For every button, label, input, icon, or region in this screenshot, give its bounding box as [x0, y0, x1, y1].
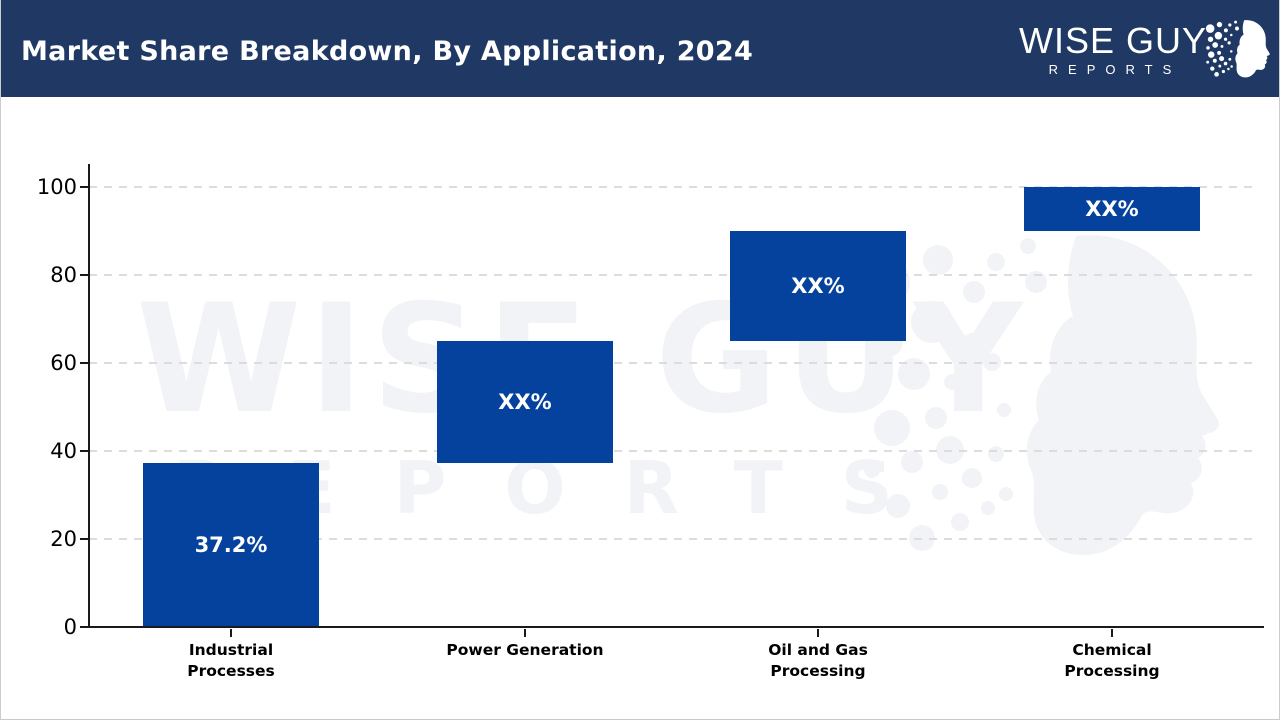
x-tick-mark: [230, 629, 232, 637]
y-tick-mark: [80, 626, 89, 628]
bar: XX%: [437, 341, 613, 464]
y-tick-mark: [80, 538, 89, 540]
bar-value-label: 37.2%: [194, 533, 268, 558]
page-title: Market Share Breakdown, By Application, …: [21, 36, 754, 67]
gridline: [89, 274, 1259, 276]
header-bar: Market Share Breakdown, By Application, …: [1, 0, 1279, 97]
y-tick-label: 40: [50, 439, 77, 463]
y-tick-mark: [80, 362, 89, 364]
logo-subtitle: REPORTS: [1048, 61, 1182, 77]
bar-value-label: XX%: [791, 274, 845, 298]
y-tick-mark: [80, 450, 89, 452]
y-tick-label: 60: [50, 351, 77, 375]
y-tick-mark: [80, 274, 89, 276]
x-category-label: Chemical Processing: [1064, 641, 1160, 680]
x-tick-mark: [817, 629, 819, 637]
bar: XX%: [730, 231, 906, 341]
gridline: [89, 538, 1259, 540]
gridline: [89, 362, 1259, 364]
x-tick-mark: [524, 629, 526, 637]
x-axis-line: [88, 626, 1264, 628]
logo-head-icon: [1205, 19, 1270, 77]
y-tick-label: 0: [63, 615, 77, 639]
bar-value-label: XX%: [498, 390, 552, 415]
y-tick-label: 100: [36, 175, 77, 199]
bar: 37.2%: [143, 463, 319, 627]
brand-logo: WISE GUY REPORTS: [1019, 12, 1271, 88]
x-category-label: Power Generation: [446, 641, 604, 659]
bar: XX%: [1024, 187, 1200, 231]
logo-text: WISE GUY REPORTS: [1018, 19, 1207, 77]
y-tick-label: 20: [50, 527, 77, 551]
gridline: [89, 186, 1259, 188]
y-tick-mark: [80, 186, 89, 188]
x-tick-mark: [1111, 629, 1113, 637]
y-tick-label: 80: [50, 263, 77, 287]
gridline: [89, 450, 1259, 452]
x-category-label: Industrial Processes: [187, 641, 275, 680]
bar-value-label: XX%: [1085, 197, 1139, 221]
logo-wordmark: WISE GUY: [1018, 19, 1207, 61]
x-category-label: Oil and Gas Processing: [768, 641, 868, 680]
y-axis-line: [88, 164, 90, 628]
